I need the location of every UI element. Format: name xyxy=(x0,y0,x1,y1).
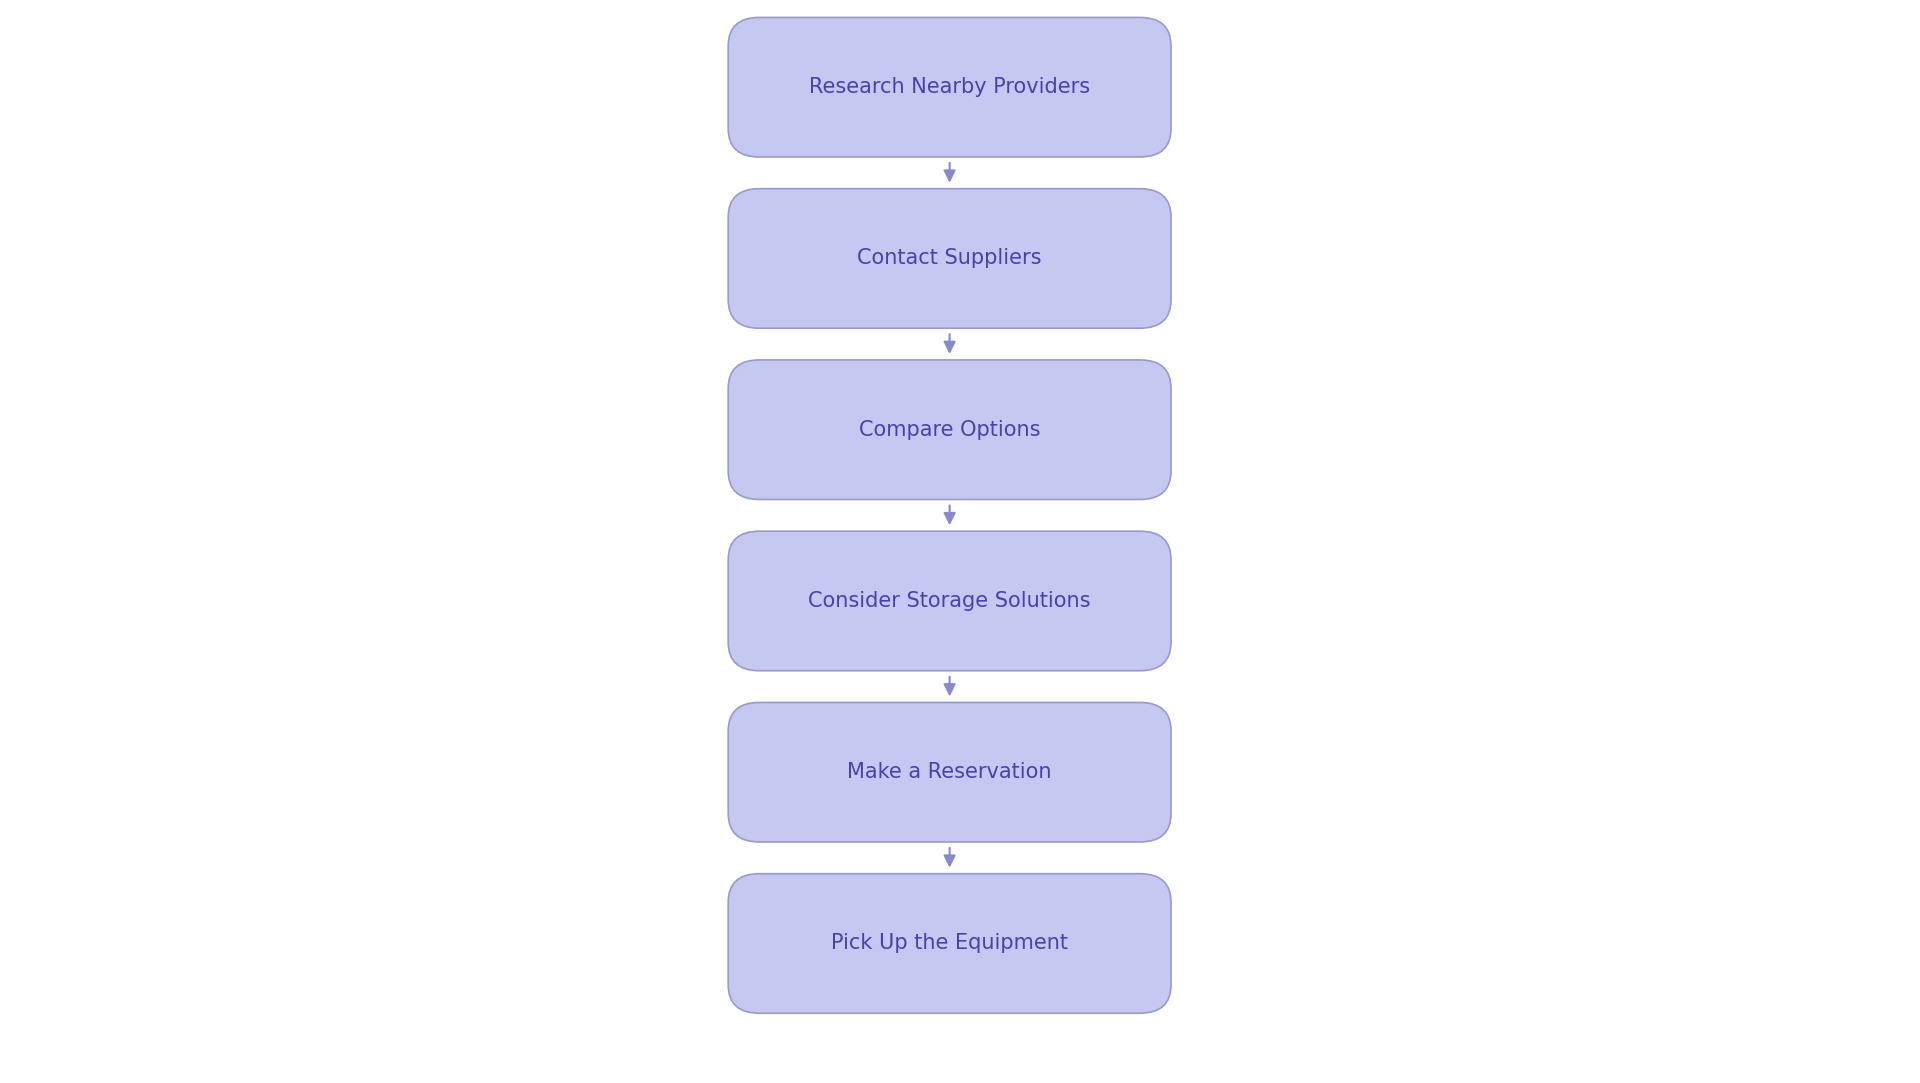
FancyBboxPatch shape xyxy=(728,531,1171,670)
FancyBboxPatch shape xyxy=(728,703,1171,841)
Text: Consider Storage Solutions: Consider Storage Solutions xyxy=(808,591,1091,611)
FancyBboxPatch shape xyxy=(728,17,1171,157)
Text: Compare Options: Compare Options xyxy=(858,420,1041,440)
FancyBboxPatch shape xyxy=(728,188,1171,328)
Text: Contact Suppliers: Contact Suppliers xyxy=(858,248,1043,269)
Text: Make a Reservation: Make a Reservation xyxy=(847,762,1052,782)
FancyBboxPatch shape xyxy=(728,360,1171,499)
FancyBboxPatch shape xyxy=(728,874,1171,1014)
Text: Research Nearby Providers: Research Nearby Providers xyxy=(808,77,1091,97)
Text: Pick Up the Equipment: Pick Up the Equipment xyxy=(831,934,1068,953)
